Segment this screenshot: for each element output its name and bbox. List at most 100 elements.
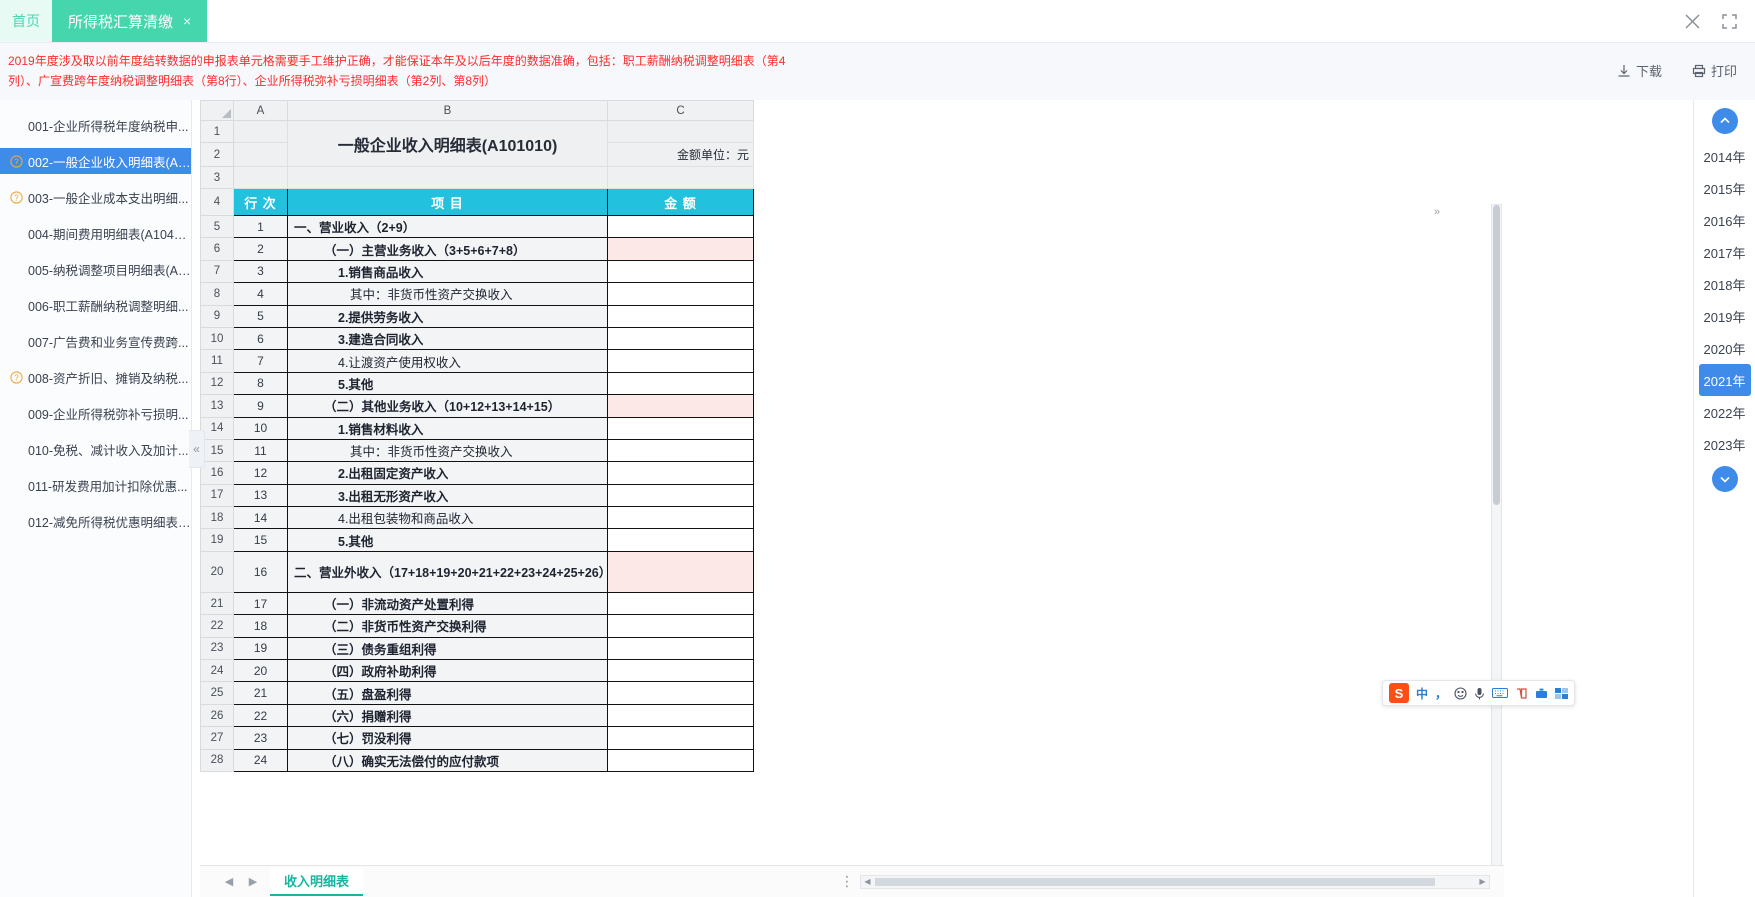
cell-row-no[interactable]: 22 (233, 703, 288, 728)
cell-b3[interactable] (287, 166, 608, 189)
cell-item-name[interactable]: （七）罚没利得 (287, 726, 608, 750)
cell-item-name[interactable]: 5.其他 (287, 528, 608, 552)
vertical-scrollbar-thumb[interactable] (1493, 205, 1500, 505)
vertical-scrollbar[interactable] (1491, 204, 1502, 874)
cell-item-name[interactable]: 1.销售商品收入 (287, 259, 608, 284)
cell-item-name[interactable]: （八）确实无法偿付的应付款项 (287, 748, 608, 772)
sidebar-item-004[interactable]: ?004-期间费用明细表(A1040... (0, 220, 191, 246)
cell-item-name[interactable]: 3.出租无形资产收入 (287, 483, 608, 508)
sidebar-item-001[interactable]: ?001-企业所得税年度纳税申... (0, 112, 191, 138)
screenshot-icon[interactable] (1515, 687, 1528, 700)
cell-row-no[interactable]: 23 (233, 726, 288, 750)
sidebar-item-007[interactable]: ?007-广告费和业务宣传费跨... (0, 328, 191, 354)
tab-close-icon[interactable]: × (183, 13, 192, 29)
cell-a3[interactable] (233, 166, 288, 189)
year-item-2021[interactable]: 2021年 (1698, 364, 1751, 396)
sheet-next-icon[interactable]: ▶ (248, 876, 258, 888)
cell-row-no[interactable]: 19 (233, 636, 288, 661)
cell-row-no[interactable]: 4 (233, 282, 288, 306)
cell-item-name[interactable]: 2.提供劳务收入 (287, 304, 608, 328)
tab-home[interactable]: 首页 (0, 0, 52, 42)
year-selector-panel[interactable]: 2014年 2015年 2016年 2017年 2018年 2019年 2020年 2021年… (1693, 100, 1755, 897)
cell-c3[interactable] (607, 166, 754, 189)
cell-amount[interactable] (607, 237, 754, 261)
cell-row-no[interactable]: 5 (233, 304, 288, 328)
cell-row-no[interactable]: 13 (233, 483, 288, 508)
row-header-18[interactable]: 18 (200, 506, 234, 530)
cell-row-no[interactable]: 17 (233, 591, 288, 616)
cell-amount[interactable] (607, 528, 754, 552)
cell-row-no[interactable]: 24 (233, 748, 288, 772)
cell-item-name[interactable]: 3.建造合同收入 (287, 326, 608, 351)
row-header-16[interactable]: 16 (200, 461, 234, 485)
cell-amount[interactable] (607, 438, 754, 463)
year-item-2016[interactable]: 2016年 (1703, 213, 1746, 229)
row-header-15[interactable]: 15 (200, 438, 234, 463)
chinese-mode-icon[interactable]: 中 (1416, 686, 1429, 701)
select-all-corner[interactable] (200, 100, 234, 121)
toolbox-icon[interactable] (1535, 687, 1548, 700)
tab-income-tax-settlement[interactable]: 所得税汇算清缴 × (52, 0, 208, 42)
more-vertical-icon[interactable]: ⋮ (840, 873, 854, 889)
cell-row-no[interactable]: 9 (233, 394, 288, 418)
cell-item-name[interactable]: （五）盘盈利得 (287, 681, 608, 705)
cell-row-no[interactable]: 18 (233, 614, 288, 638)
cell-amount[interactable] (607, 416, 754, 440)
sidebar-item-006[interactable]: ?006-职工薪酬纳税调整明细... (0, 292, 191, 318)
cell-amount[interactable] (607, 371, 754, 396)
cell-row-no[interactable]: 2 (233, 237, 288, 261)
cell-amount[interactable] (607, 282, 754, 306)
emoji-icon[interactable] (1454, 686, 1467, 700)
cell-row-no[interactable]: 10 (233, 416, 288, 440)
year-item-2014[interactable]: 2014年 (1703, 149, 1746, 165)
row-header-1[interactable]: 1 (200, 120, 234, 143)
cell-amount[interactable] (607, 326, 754, 351)
cell-row-no[interactable]: 21 (233, 681, 288, 705)
cell-item-name[interactable]: 1.销售材料收入 (287, 416, 608, 440)
horizontal-scrollbar[interactable]: ◀ ▶ (860, 874, 1490, 889)
sidebar-item-003[interactable]: ? 003-一般企业成本支出明细... (0, 184, 191, 210)
cell-item-name[interactable]: （二）非货币性资产交换利得 (287, 614, 608, 638)
cell-item-name[interactable]: （四）政府补助利得 (287, 659, 608, 683)
cell-amount[interactable] (607, 461, 754, 485)
row-header-25[interactable]: 25 (200, 681, 234, 705)
year-item-2022[interactable]: 2022年 (1703, 405, 1746, 421)
sidebar-item-005[interactable]: ?005-纳税调整项目明细表(A1... (0, 256, 191, 282)
cell-amount[interactable] (607, 259, 754, 284)
cell-item-name[interactable]: 一、营业收入（2+9） (287, 214, 608, 239)
cell-amount[interactable] (607, 703, 754, 728)
row-header-17[interactable]: 17 (200, 483, 234, 508)
row-header-21[interactable]: 21 (200, 591, 234, 616)
year-item-2018[interactable]: 2018年 (1703, 277, 1746, 293)
row-header-4[interactable]: 4 (200, 188, 234, 216)
year-item-2020[interactable]: 2020年 (1703, 341, 1746, 357)
cell-item-name[interactable]: 其中：非货币性资产交换收入 (287, 282, 608, 306)
column-header-a[interactable]: A (233, 100, 288, 121)
cell-amount[interactable] (607, 394, 754, 418)
cell-item-name[interactable]: 2.出租固定资产收入 (287, 461, 608, 485)
close-icon[interactable] (1685, 13, 1700, 29)
cell-amount[interactable] (607, 681, 754, 705)
row-header-23[interactable]: 23 (200, 636, 234, 661)
cell-item-name[interactable]: 4.出租包装物和商品收入 (287, 506, 608, 530)
column-header-b[interactable]: B (287, 100, 608, 121)
sheet-prev-icon[interactable]: ◀ (224, 876, 234, 888)
cell-item-name[interactable]: 5.其他 (287, 371, 608, 396)
cell-row-no[interactable]: 7 (233, 349, 288, 373)
print-button[interactable]: 打印 (1692, 61, 1737, 80)
row-header-6[interactable]: 6 (200, 237, 234, 261)
cell-a1[interactable] (233, 120, 288, 143)
row-header-8[interactable]: 8 (200, 282, 234, 306)
sidebar-item-002[interactable]: ? 002-一般企业收入明细表(A1... (0, 148, 191, 174)
form-list-sidebar[interactable]: ?001-企业所得税年度纳税申... ?002-一般企业收入明细表(A1... ?0… (0, 100, 192, 897)
cell-amount[interactable] (607, 726, 754, 750)
cell-item-name[interactable]: （一）主营业务收入（3+5+6+7+8） (287, 237, 608, 261)
row-header-22[interactable]: 22 (200, 614, 234, 638)
voice-input-icon[interactable] (1474, 687, 1485, 700)
sidebar-collapse-handle[interactable]: « (189, 430, 205, 468)
fullscreen-icon[interactable] (1722, 13, 1737, 29)
sidebar-item-011[interactable]: ?011-研发费用加计扣除优惠... (0, 472, 191, 498)
row-header-12[interactable]: 12 (200, 371, 234, 396)
ime-toolbar[interactable]: S 中 ， (1382, 680, 1576, 706)
cell-item-name[interactable]: （二）其他业务收入（10+12+13+14+15） (287, 394, 608, 418)
